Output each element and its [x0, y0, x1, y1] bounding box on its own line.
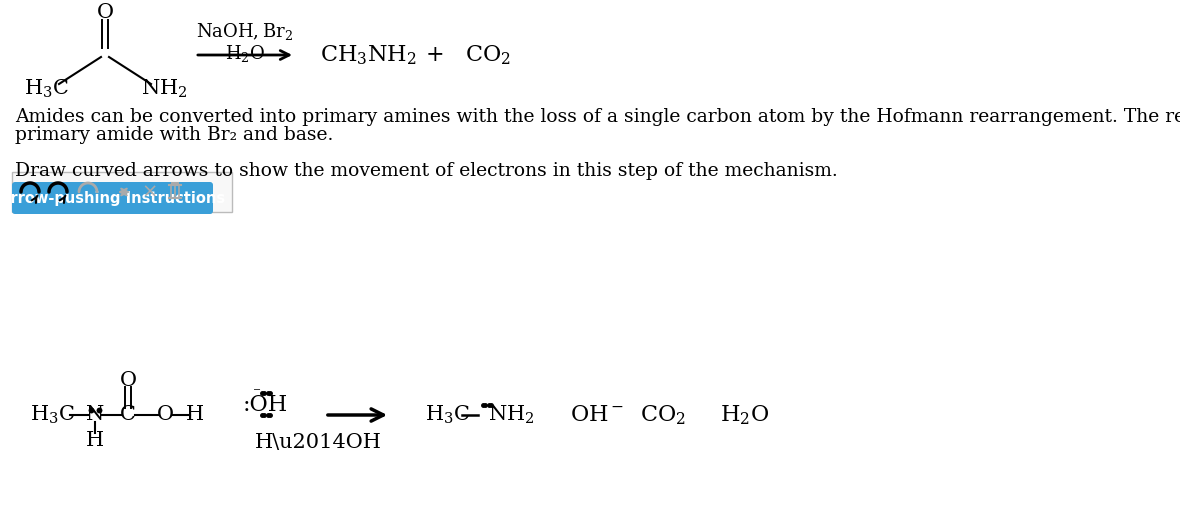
Text: O: O: [97, 4, 113, 23]
Text: C: C: [120, 406, 136, 425]
Text: $\mathregular{OH^-}$: $\mathregular{OH^-}$: [570, 404, 624, 426]
Text: Amides can be converted into primary amines with the loss of a single carbon ato: Amides can be converted into primary ami…: [15, 108, 1180, 126]
Text: $\mathregular{CO_2}$: $\mathregular{CO_2}$: [640, 403, 686, 427]
Text: Arrow-pushing Instructions: Arrow-pushing Instructions: [0, 191, 225, 205]
FancyBboxPatch shape: [12, 182, 214, 214]
Text: $\mathregular{H_2O}$: $\mathregular{H_2O}$: [720, 403, 769, 427]
Text: H\u2014OH: H\u2014OH: [255, 433, 382, 452]
Text: $\mathregular{CH_3NH_2}$: $\mathregular{CH_3NH_2}$: [320, 43, 417, 67]
Text: primary amide with Br₂ and base.: primary amide with Br₂ and base.: [15, 126, 334, 144]
Text: $\mathregular{H_2O}$: $\mathregular{H_2O}$: [225, 43, 266, 64]
Text: +: +: [426, 44, 445, 66]
Text: Draw curved arrows to show the movement of electrons in this step of the mechani: Draw curved arrows to show the movement …: [15, 162, 838, 180]
Text: O: O: [119, 371, 137, 390]
Text: $\mathregular{CO_2}$: $\mathregular{CO_2}$: [465, 43, 511, 67]
Text: :OH: :OH: [242, 394, 288, 416]
Text: H: H: [86, 430, 104, 449]
Text: $\mathregular{H_3C}$: $\mathregular{H_3C}$: [425, 404, 470, 426]
Text: $\mathregular{NaOH, Br_2}$: $\mathregular{NaOH, Br_2}$: [197, 22, 294, 42]
FancyBboxPatch shape: [12, 172, 232, 212]
Text: $\mathregular{NH_2}$: $\mathregular{NH_2}$: [140, 78, 188, 100]
Text: N: N: [86, 406, 104, 425]
Text: H: H: [186, 406, 204, 425]
Text: O: O: [157, 406, 173, 425]
Text: $\mathregular{NH_2}$: $\mathregular{NH_2}$: [489, 404, 535, 426]
Text: $\mathregular{H_3C}$: $\mathregular{H_3C}$: [24, 78, 68, 100]
Text: $\mathregular{H_3C}$: $\mathregular{H_3C}$: [30, 404, 74, 426]
Text: ×: ×: [142, 183, 158, 202]
Text: ⁻: ⁻: [253, 385, 261, 401]
